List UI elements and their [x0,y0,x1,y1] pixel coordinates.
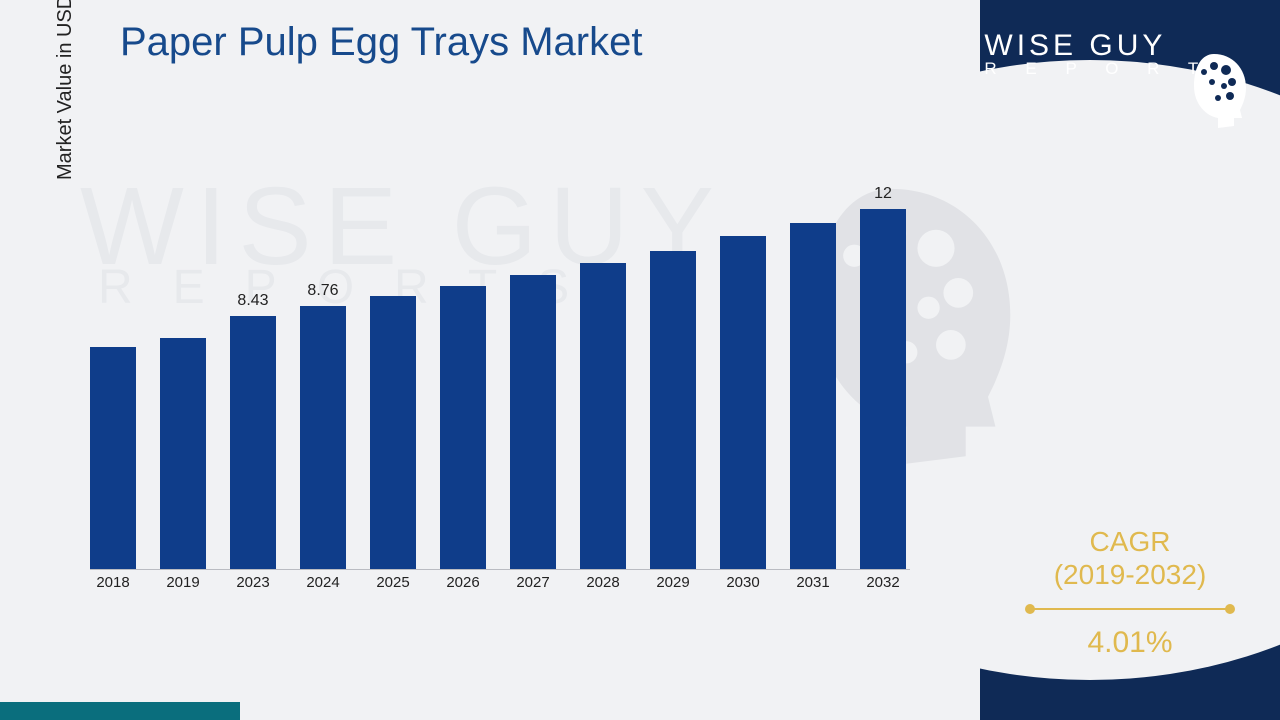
bar-fill [160,338,206,569]
bar-chart: 8.43 8.76 12 2018 2019 2023 2024 2025 2026 2027 2… [90,150,910,590]
x-tick-label: 2018 [90,574,136,591]
x-tick-label: 2026 [440,574,486,591]
bar [440,286,486,570]
x-tick-label: 2032 [860,574,906,591]
bar-fill [230,316,276,569]
bar-fill [580,263,626,569]
bar [650,251,696,569]
bar-fill [90,347,136,569]
stage: WISE GUY R E P O R T S WISE GUY REPORTS … [0,0,1280,720]
x-tick-label: 2029 [650,574,696,591]
bar [370,296,416,569]
bar-fill [300,306,346,569]
bar [720,236,766,569]
cagr-label: CAGR (2019-2032) [1020,525,1240,592]
cagr-block: CAGR (2019-2032) 4.01% [1020,525,1240,660]
cagr-divider [1030,608,1230,610]
x-tick-label: 2025 [370,574,416,591]
bar-fill [370,296,416,569]
x-tick-label: 2023 [230,574,276,591]
brand-logo: WISE GUY R E P O R T S [984,30,1250,77]
y-axis-label: Market Value in USD Billion [54,0,77,180]
logo-line1: WISE GUY [984,29,1166,62]
bar-fill [510,275,556,569]
bar-fill [790,223,836,570]
plot-area: 8.43 8.76 12 [90,150,910,570]
page-title: Paper Pulp Egg Trays Market [120,20,642,65]
x-tick-label: 2028 [580,574,626,591]
bar [160,338,206,569]
x-tick-label: 2027 [510,574,556,591]
bar-fill [720,236,766,569]
bar-fill [440,286,486,570]
bar-fill [650,251,696,569]
cagr-label-top: CAGR [1090,526,1171,557]
bar [90,347,136,569]
x-axis-line [90,569,910,570]
x-tick-label: 2031 [790,574,836,591]
bar: 8.43 [230,316,276,569]
panel: WISE GUY R E P O R T S WISE GUY REPORTS … [0,0,1280,720]
footer-strip [0,702,240,720]
bar [510,275,556,569]
bar-value-label: 12 [874,185,892,203]
bar [790,223,836,570]
x-tick-label: 2030 [720,574,766,591]
logo-head-icon [1184,52,1254,132]
bar-fill [860,209,906,569]
x-tick-label: 2024 [300,574,346,591]
bar-value-label: 8.43 [237,292,268,310]
cagr-value: 4.01% [1020,626,1240,660]
bar [580,263,626,569]
x-tick-label: 2019 [160,574,206,591]
bar: 8.76 [300,306,346,569]
bar: 12 [860,209,906,569]
cagr-label-sub: (2019-2032) [1054,559,1207,590]
bar-value-label: 8.76 [307,282,338,300]
